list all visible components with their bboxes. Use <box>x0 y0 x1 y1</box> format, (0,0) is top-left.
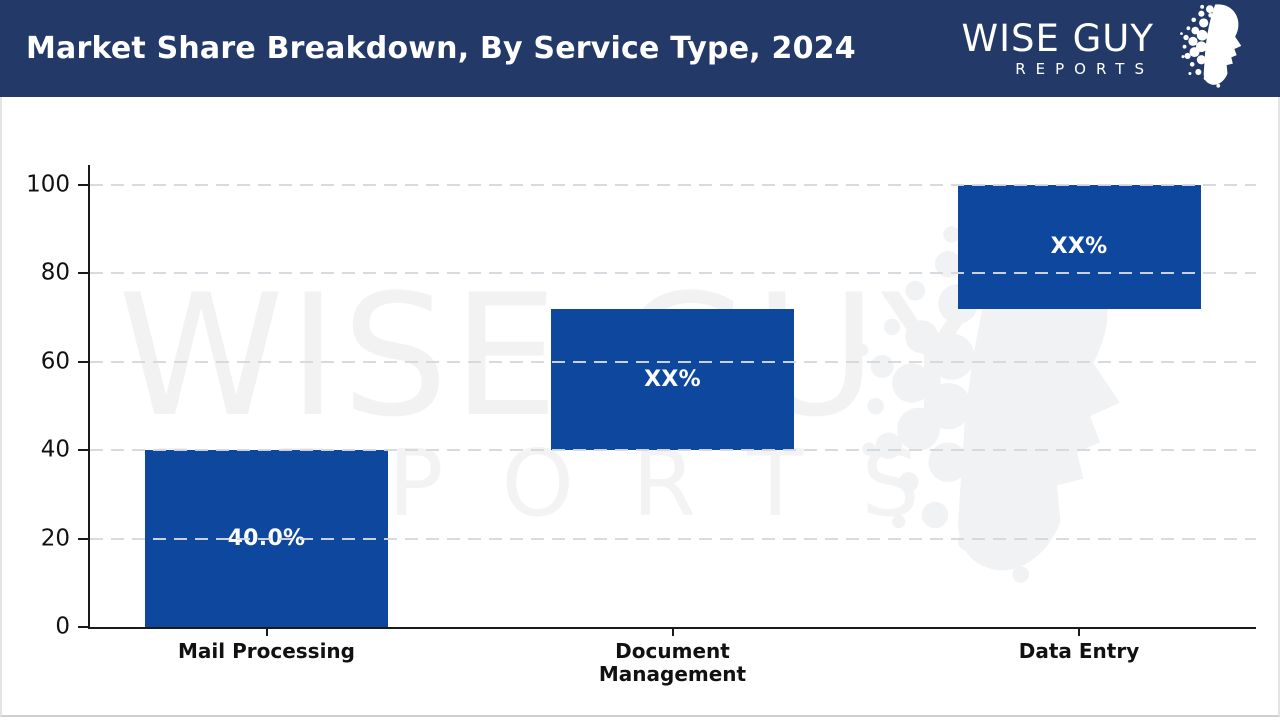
y-tick-mark <box>78 626 88 628</box>
header-bar: Market Share Breakdown, By Service Type,… <box>0 0 1280 97</box>
bar-data-entry: XX% <box>957 184 1201 309</box>
wiseguy-head-icon <box>1158 3 1254 95</box>
logo-name: WISE GUY <box>961 17 1154 60</box>
bar-value-label: XX% <box>1050 234 1108 260</box>
logo-text: WISE GUY REPORTS <box>962 20 1154 77</box>
y-tick-mark <box>78 360 88 363</box>
page-title: Market Share Breakdown, By Service Type,… <box>26 31 856 66</box>
y-tick-label-20: 20 <box>40 525 70 552</box>
bar-value-label: XX% <box>644 366 701 392</box>
y-tick-mark <box>78 537 88 540</box>
y-tick-label-40: 40 <box>40 436 70 463</box>
gridline-20 <box>90 537 1256 540</box>
plot-area: 40.0% Mail Processing XX% Document Manageme… <box>26 165 1256 686</box>
gridline-60 <box>90 360 1256 363</box>
y-tick-label-0: 0 <box>55 613 70 640</box>
x-category-label-document-management: Document Management <box>598 639 747 686</box>
x-category-label-mail-processing: Mail Processing <box>178 639 355 663</box>
y-tick-mark <box>78 272 88 275</box>
x-category-label-data-entry: Data Entry <box>1018 639 1140 663</box>
x-tick-mark <box>1078 629 1080 636</box>
y-tick-label-100: 100 <box>26 171 70 198</box>
wiseguy-logo: WISE GUY REPORTS <box>962 3 1254 95</box>
y-tick-label-80: 80 <box>40 259 70 286</box>
y-tick-mark <box>78 449 88 452</box>
gridline-100 <box>90 183 1256 186</box>
y-tick-label-60: 60 <box>40 348 70 375</box>
gridline-40 <box>90 449 1256 452</box>
x-tick-mark <box>671 629 674 636</box>
bar-document-management: XX% <box>551 308 794 451</box>
gridline-80 <box>90 272 1256 275</box>
logo-tagline: REPORTS <box>1015 60 1154 78</box>
x-tick-mark <box>265 629 268 636</box>
y-tick-mark <box>78 183 88 186</box>
